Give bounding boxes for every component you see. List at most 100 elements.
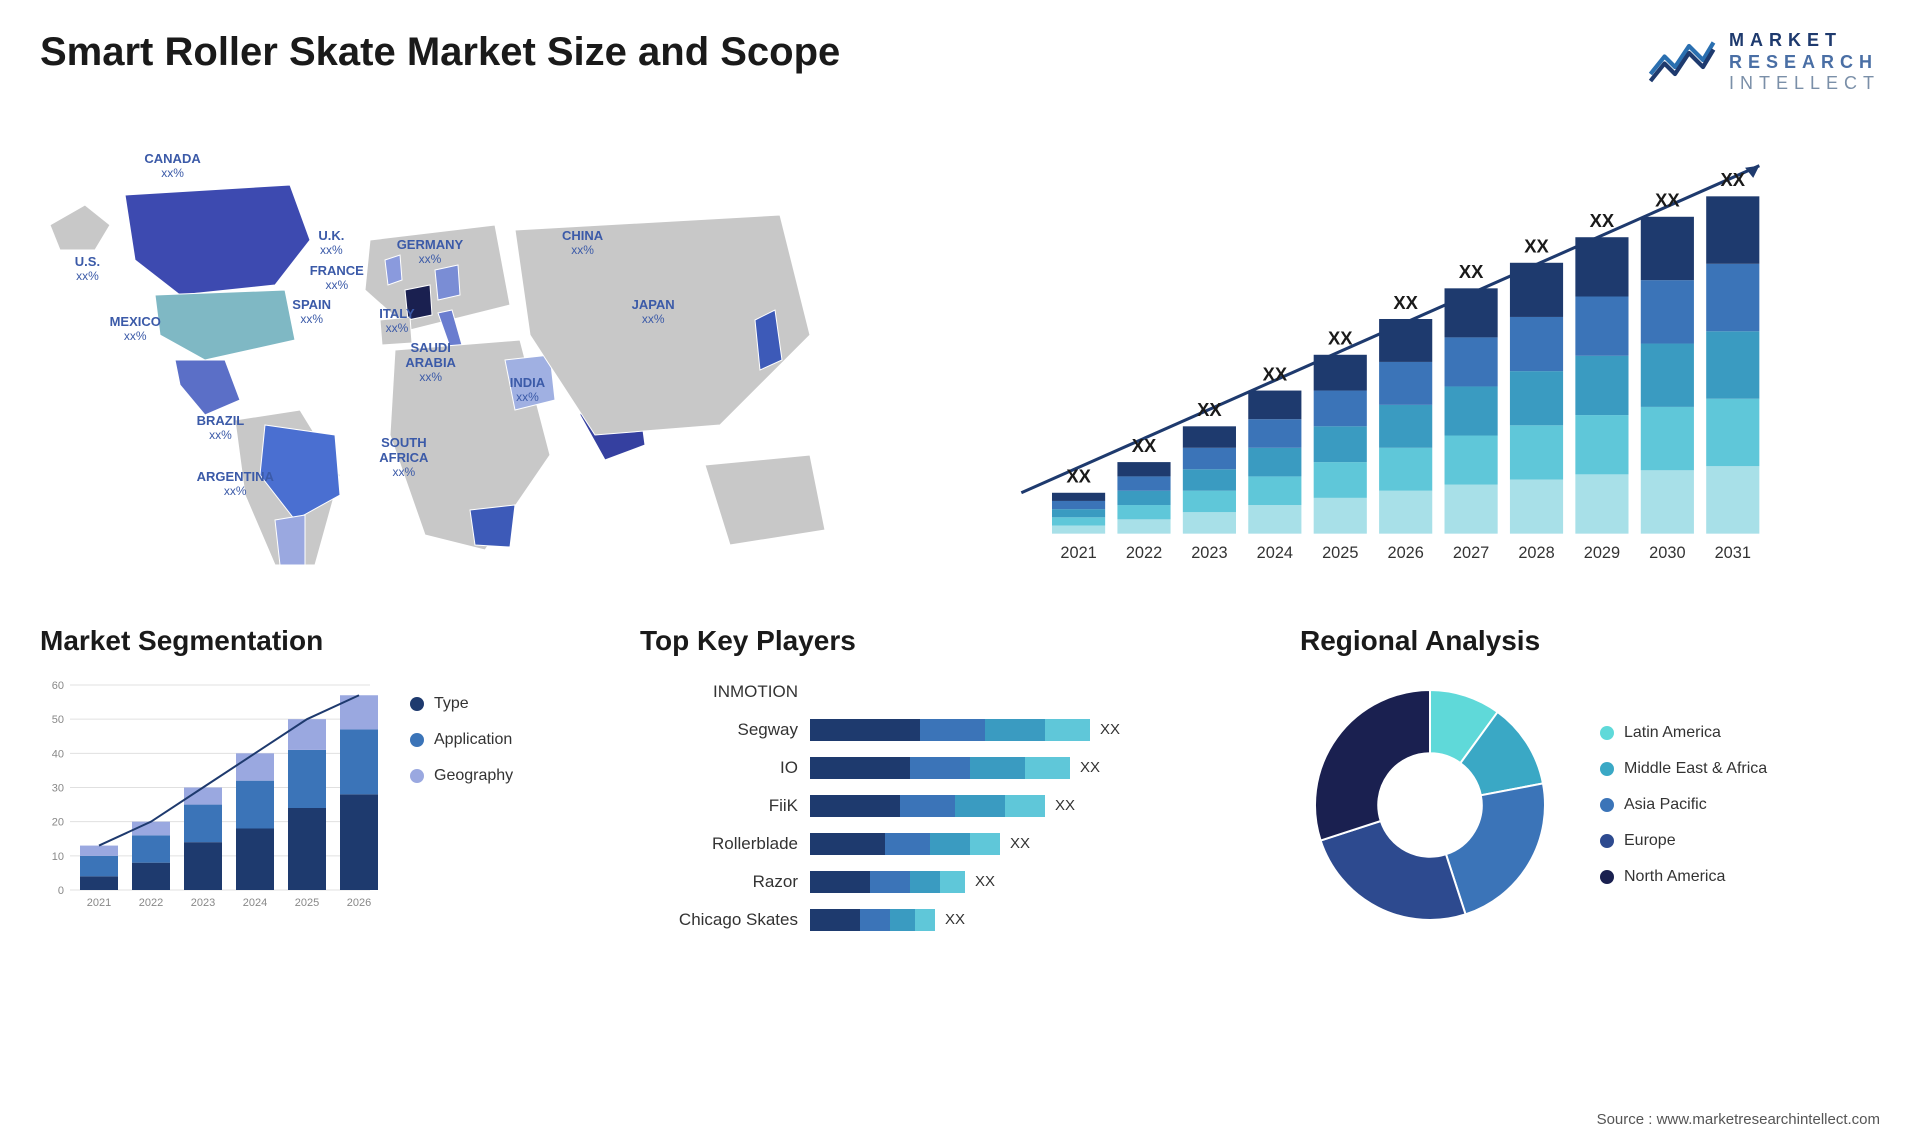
player-bar-segment [910,757,970,779]
player-name: FiiK [640,796,810,816]
legend-label: Type [434,695,469,713]
player-bar-segment [940,871,965,893]
svg-text:2025: 2025 [295,897,319,909]
players-title: Top Key Players [640,625,1260,657]
map-label: SAUDIARABIAxx% [405,341,456,385]
player-bar-segment [970,833,1000,855]
player-bar-segment [810,871,870,893]
legend-item: Latin America [1600,724,1767,742]
legend-label: Asia Pacific [1624,796,1707,814]
player-value: XX [1010,835,1030,852]
player-row: Chicago SkatesXX [640,903,1260,937]
player-row: RazorXX [640,865,1260,899]
svg-text:2029: 2029 [1584,544,1620,562]
growth-chart: XX2021XX2022XX2023XX2024XX2025XX2026XX20… [960,135,1880,565]
svg-text:10: 10 [52,851,64,863]
legend-swatch-icon [1600,798,1614,812]
segmentation-legend: Type Application Geography [410,675,513,915]
svg-text:2026: 2026 [1387,544,1423,562]
svg-text:20: 20 [52,816,64,828]
regional-donut [1300,675,1560,935]
svg-text:2024: 2024 [1257,544,1293,562]
regional-panel: Regional Analysis Latin America Middle Ea… [1300,625,1880,941]
player-bar [810,909,935,931]
legend-label: Geography [434,767,513,785]
legend-item: Asia Pacific [1600,796,1767,814]
map-label: ARGENTINAxx% [197,470,274,499]
player-value: XX [1080,759,1100,776]
legend-swatch-icon [410,733,424,747]
legend-item: Europe [1600,832,1767,850]
player-bar-segment [955,795,1005,817]
legend-swatch-icon [410,769,424,783]
world-map: CANADAxx% U.S.xx% MEXICOxx% BRAZILxx% ARGENT… [40,135,910,565]
map-label: INDIAxx% [510,376,545,405]
player-value: XX [1100,721,1120,738]
svg-text:XX: XX [1263,363,1288,384]
svg-text:XX: XX [1393,292,1418,313]
legend-swatch-icon [1600,762,1614,776]
map-label: ITALYxx% [379,307,414,336]
map-label: JAPANxx% [632,298,675,327]
player-name: Segway [640,720,810,740]
svg-text:XX: XX [1132,435,1157,456]
legend-label: North America [1624,868,1725,886]
player-bar-segment [915,909,935,931]
player-value: XX [945,911,965,928]
player-row: IOXX [640,751,1260,785]
logo-line2: RESEARCH [1729,52,1880,74]
player-bar [810,871,965,893]
player-bar-segment [890,909,915,931]
segmentation-chart: 0102030405060202120222023202420252026 [40,675,380,915]
svg-text:XX: XX [1721,169,1746,190]
map-label: U.K.xx% [318,229,344,258]
svg-text:0: 0 [58,885,64,897]
legend-item: Geography [410,767,513,785]
player-row: Segway XX [640,713,1260,747]
svg-text:XX: XX [1197,399,1222,420]
legend-label: Middle East & Africa [1624,760,1767,778]
player-bar-segment [900,795,955,817]
svg-text:XX: XX [1590,210,1615,231]
svg-text:2028: 2028 [1518,544,1554,562]
player-value: XX [1055,797,1075,814]
page-title: Smart Roller Skate Market Size and Scope [40,30,840,75]
player-bar-segment [930,833,970,855]
legend-item: Application [410,731,513,749]
map-label: MEXICOxx% [110,315,161,344]
player-name: Razor [640,872,810,892]
player-bar-segment [860,909,890,931]
legend-swatch-icon [1600,834,1614,848]
legend-label: Europe [1624,832,1676,850]
player-header: INMOTION [640,682,810,702]
player-bar-segment [910,871,940,893]
map-svg [40,135,910,565]
player-row: RollerbladeXX [640,827,1260,861]
map-label: CHINAxx% [562,229,603,258]
regional-title: Regional Analysis [1300,625,1880,657]
map-label: CANADAxx% [144,152,200,181]
legend-swatch-icon [1600,870,1614,884]
legend-item: Type [410,695,513,713]
legend-swatch-icon [410,697,424,711]
source-attribution: Source : www.marketresearchintellect.com [1597,1111,1880,1128]
player-bar [810,795,1045,817]
player-bar [810,833,1000,855]
svg-text:XX: XX [1066,465,1091,486]
map-label: SOUTHAFRICAxx% [379,436,428,480]
legend-label: Latin America [1624,724,1721,742]
player-bar-segment [1045,719,1090,741]
map-label: GERMANYxx% [397,238,463,267]
brand-logo: MARKET RESEARCH INTELLECT [1647,30,1880,95]
map-label: BRAZILxx% [197,414,245,443]
legend-swatch-icon [1600,726,1614,740]
svg-text:2026: 2026 [347,897,371,909]
player-bar-segment [1005,795,1045,817]
svg-text:2021: 2021 [1060,544,1096,562]
svg-text:2022: 2022 [139,897,163,909]
svg-text:XX: XX [1655,189,1680,210]
map-label: U.S.xx% [75,255,100,284]
seg-svg: 0102030405060202120222023202420252026 [40,675,380,915]
svg-text:XX: XX [1459,261,1484,282]
svg-text:2025: 2025 [1322,544,1358,562]
